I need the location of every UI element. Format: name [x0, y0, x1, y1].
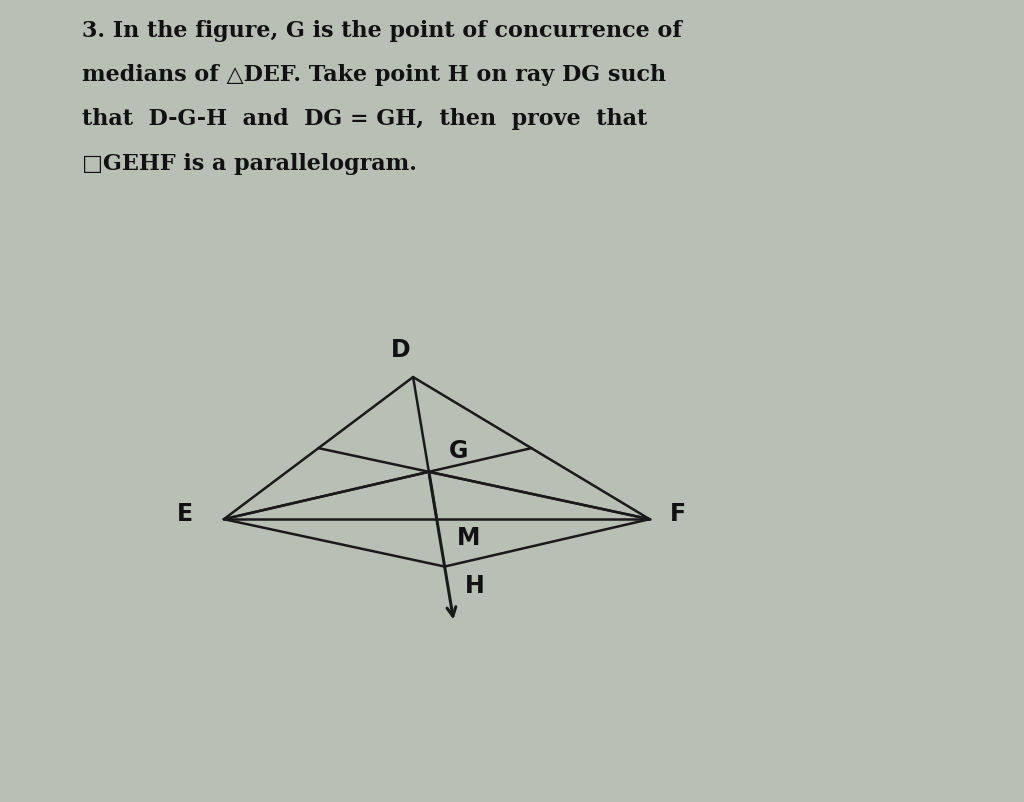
Text: M: M: [457, 525, 480, 549]
Text: E: E: [177, 501, 194, 525]
Text: G: G: [450, 438, 469, 462]
Text: H: H: [465, 573, 484, 597]
Text: that  D-G-H  and  DG = GH,  then  prove  that: that D-G-H and DG = GH, then prove that: [82, 108, 647, 130]
Text: D: D: [390, 338, 410, 362]
Text: medians of △DEF. Take point H on ray DG such: medians of △DEF. Take point H on ray DG …: [82, 64, 666, 86]
Text: 3. In the figure, G is the point of concurrence of: 3. In the figure, G is the point of conc…: [82, 20, 682, 42]
Text: □GEHF is a parallelogram.: □GEHF is a parallelogram.: [82, 152, 417, 174]
Text: F: F: [670, 501, 686, 525]
